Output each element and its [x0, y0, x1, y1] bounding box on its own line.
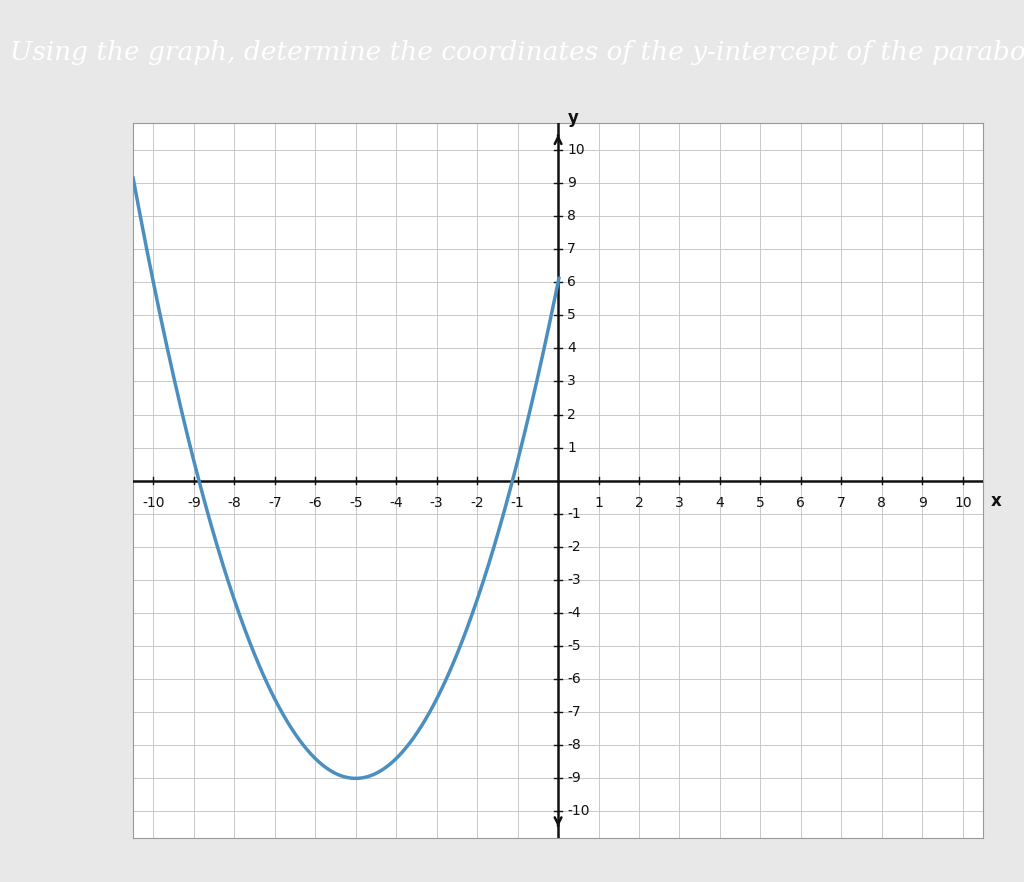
Text: -8: -8	[567, 738, 581, 752]
Text: 10: 10	[567, 143, 585, 157]
Text: -9: -9	[187, 496, 201, 510]
Text: Using the graph, determine the coordinates of the y-intercept of the parabola.: Using the graph, determine the coordinat…	[10, 41, 1024, 65]
Text: 3: 3	[567, 375, 575, 388]
Text: 4: 4	[716, 496, 724, 510]
Text: 5: 5	[567, 309, 575, 322]
Text: 3: 3	[675, 496, 684, 510]
Text: -5: -5	[567, 639, 581, 653]
Text: -3: -3	[567, 573, 581, 587]
Text: 2: 2	[567, 407, 575, 422]
Text: 6: 6	[567, 275, 575, 289]
Text: 1: 1	[594, 496, 603, 510]
Text: -7: -7	[268, 496, 282, 510]
Text: -6: -6	[567, 672, 581, 686]
Text: -9: -9	[567, 772, 581, 785]
Text: -1: -1	[567, 507, 581, 520]
Text: 10: 10	[954, 496, 972, 510]
Text: -3: -3	[430, 496, 443, 510]
Text: y: y	[568, 108, 580, 127]
Text: -10: -10	[567, 804, 590, 818]
Text: 7: 7	[837, 496, 846, 510]
Text: 6: 6	[797, 496, 805, 510]
Text: 7: 7	[567, 243, 575, 256]
Text: -7: -7	[567, 706, 581, 719]
Text: -8: -8	[227, 496, 242, 510]
Text: 2: 2	[635, 496, 643, 510]
Text: 9: 9	[567, 176, 575, 190]
Text: -10: -10	[142, 496, 165, 510]
Text: -2: -2	[470, 496, 484, 510]
Text: x: x	[991, 491, 1001, 510]
Text: -5: -5	[349, 496, 362, 510]
Text: 8: 8	[567, 209, 575, 223]
Text: 5: 5	[756, 496, 765, 510]
Text: 9: 9	[918, 496, 927, 510]
Text: -2: -2	[567, 540, 581, 554]
Text: -6: -6	[308, 496, 323, 510]
Text: -4: -4	[389, 496, 403, 510]
Text: 1: 1	[567, 441, 575, 454]
Text: -4: -4	[567, 606, 581, 620]
Text: 8: 8	[878, 496, 887, 510]
Text: -1: -1	[511, 496, 524, 510]
Text: 4: 4	[567, 341, 575, 355]
